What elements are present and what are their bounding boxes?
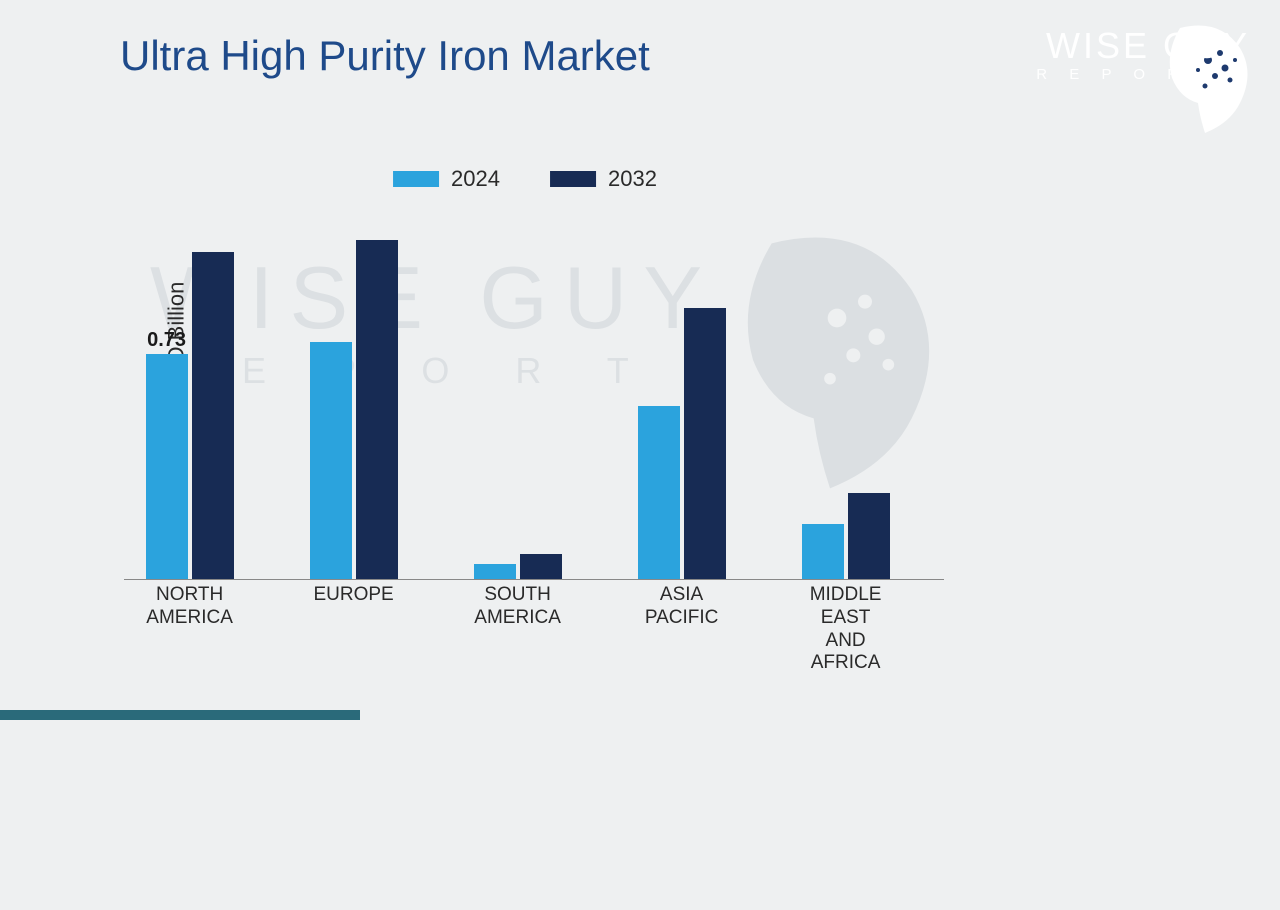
bar-2024: [638, 406, 680, 579]
legend-label-2024: 2024: [451, 166, 500, 192]
x-axis-label: SOUTHAMERICA: [474, 584, 561, 630]
legend: 2024 2032: [393, 166, 657, 192]
bar-2032: [356, 240, 398, 579]
bar-group: [638, 308, 726, 579]
x-axis-label: ASIAPACIFIC: [645, 584, 719, 630]
chart-area: 2024 2032 Market Size in USD Billion 0.7…: [100, 170, 950, 650]
chart-title: Ultra High Purity Iron Market: [120, 32, 650, 80]
bar-2024: [802, 524, 844, 580]
x-axis-label: EUROPE: [313, 584, 393, 607]
bar-2032: [520, 554, 562, 579]
x-axis-label: NORTHAMERICA: [146, 584, 233, 630]
brand-logo: WISE GUY R E P O R T S: [1036, 28, 1250, 83]
bottom-accent-bar: [0, 710, 360, 720]
legend-item-2024: 2024: [393, 166, 500, 192]
brand-logo-sub: R E P O R T S: [1036, 66, 1250, 83]
legend-swatch-2024: [393, 171, 439, 187]
bar-2024: 0.73: [146, 354, 188, 579]
legend-item-2032: 2032: [550, 166, 657, 192]
brand-logo-main: WISE GUY: [1036, 28, 1250, 64]
legend-swatch-2032: [550, 171, 596, 187]
legend-label-2032: 2032: [608, 166, 657, 192]
x-axis-label: MIDDLEEASTANDAFRICA: [810, 584, 882, 675]
bar-2032: [192, 252, 234, 579]
bar-2032: [684, 308, 726, 579]
bar-2024: [310, 342, 352, 579]
bar-value-label: 0.73: [147, 329, 186, 352]
bar-group: 0.73: [146, 252, 234, 579]
bar-group: [310, 240, 398, 579]
plot-region: 0.73: [124, 210, 944, 580]
bar-group: [802, 493, 890, 579]
bar-group: [474, 554, 562, 579]
bar-2032: [848, 493, 890, 579]
bar-2024: [474, 564, 516, 579]
